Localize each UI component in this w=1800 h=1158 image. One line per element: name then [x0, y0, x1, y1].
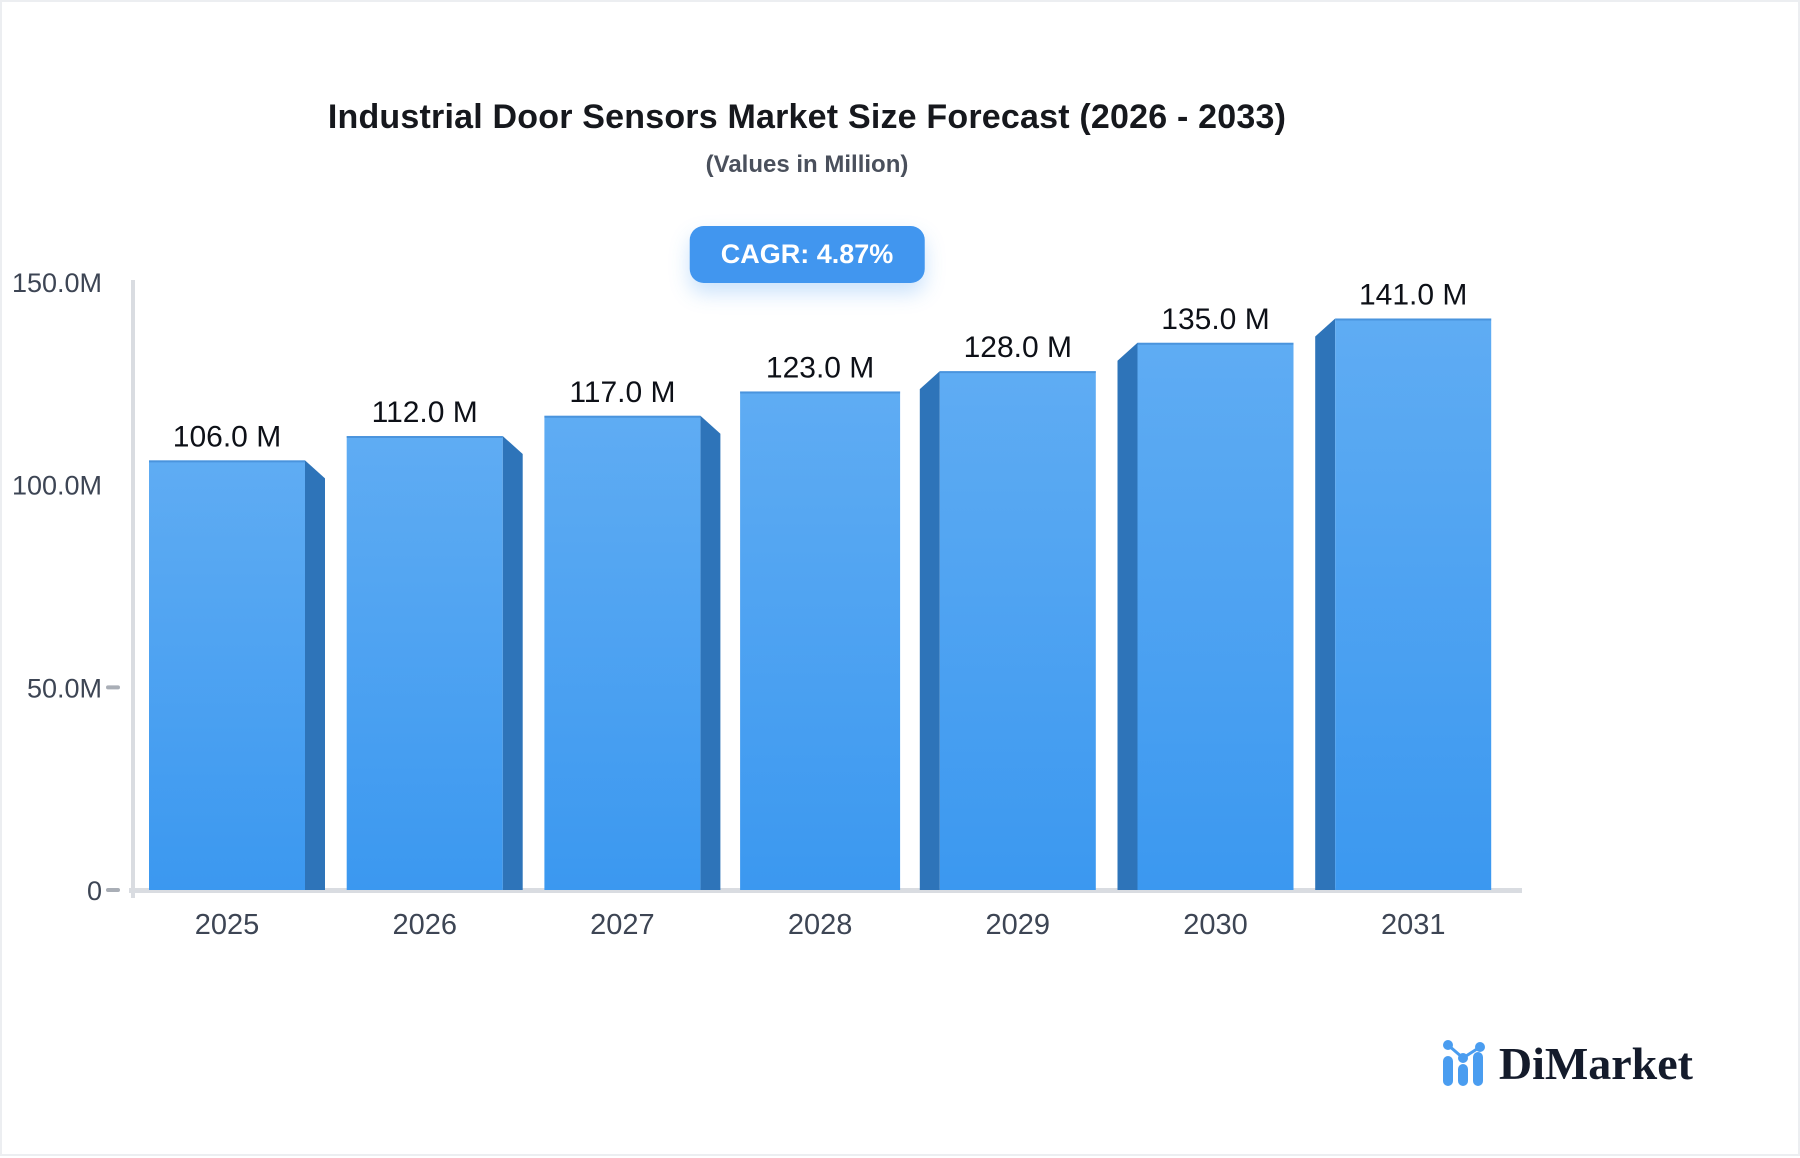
- bar-face: [544, 415, 701, 890]
- bar-value-label: 117.0 M: [569, 376, 675, 409]
- bar-2028[interactable]: 123.0 M: [740, 351, 901, 890]
- bar-face: [939, 371, 1096, 890]
- bar-value-label: 128.0 M: [964, 331, 1072, 364]
- bar-2031[interactable]: 141.0 M: [1315, 278, 1492, 891]
- bar-face: [149, 460, 305, 890]
- y-axis-tick: [106, 685, 120, 690]
- bar-value-label: 123.0 M: [766, 351, 874, 384]
- x-axis-label: 2027: [590, 909, 655, 941]
- bar-face: [346, 436, 503, 890]
- y-axis-tick: [106, 888, 120, 892]
- cagr-badge: CAGR: 4.87%: [689, 226, 925, 283]
- bar-side-face: [700, 415, 721, 890]
- x-axis-line: [129, 888, 1522, 893]
- bar-side-face: [919, 371, 940, 890]
- y-axis-label: 100.0M: [12, 471, 102, 501]
- x-axis-label: 2031: [1381, 909, 1446, 941]
- bar-face: [1335, 318, 1492, 891]
- bar-2027[interactable]: 117.0 M: [544, 376, 721, 890]
- bar-value-label: 112.0 M: [372, 396, 478, 429]
- x-axis-label: 2029: [986, 909, 1051, 941]
- y-axis-line: [131, 280, 135, 898]
- bar-2026[interactable]: 112.0 M: [346, 396, 523, 890]
- y-axis-label: 50.0M: [27, 673, 102, 703]
- x-axis-label: 2025: [195, 909, 260, 941]
- y-axis-label: 150.0M: [12, 268, 102, 298]
- x-axis-label: 2026: [392, 909, 457, 941]
- bar-side-face: [502, 436, 523, 890]
- bar-face: [1137, 342, 1294, 890]
- bar-value-label: 141.0 M: [1359, 278, 1467, 311]
- brand-logo: DiMarket: [1440, 1038, 1693, 1090]
- bar-2030[interactable]: 135.0 M: [1117, 303, 1294, 890]
- bar-side-face: [1117, 342, 1138, 890]
- bar-side-face: [305, 460, 325, 890]
- bar-2025[interactable]: 106.0 M: [149, 420, 325, 890]
- brand-name: DiMarket: [1498, 1038, 1693, 1089]
- mini-bar-chart-icon: [1442, 1040, 1485, 1086]
- bar-value-label: 106.0 M: [173, 420, 281, 453]
- bar-value-label: 135.0 M: [1161, 303, 1269, 336]
- bar-2029[interactable]: 128.0 M: [919, 331, 1096, 890]
- y-axis-label: 0: [87, 876, 102, 906]
- x-axis-label: 2028: [788, 909, 853, 941]
- bar-side-face: [1315, 318, 1336, 891]
- x-axis-label: 2030: [1183, 909, 1248, 941]
- bar-face: [740, 391, 901, 890]
